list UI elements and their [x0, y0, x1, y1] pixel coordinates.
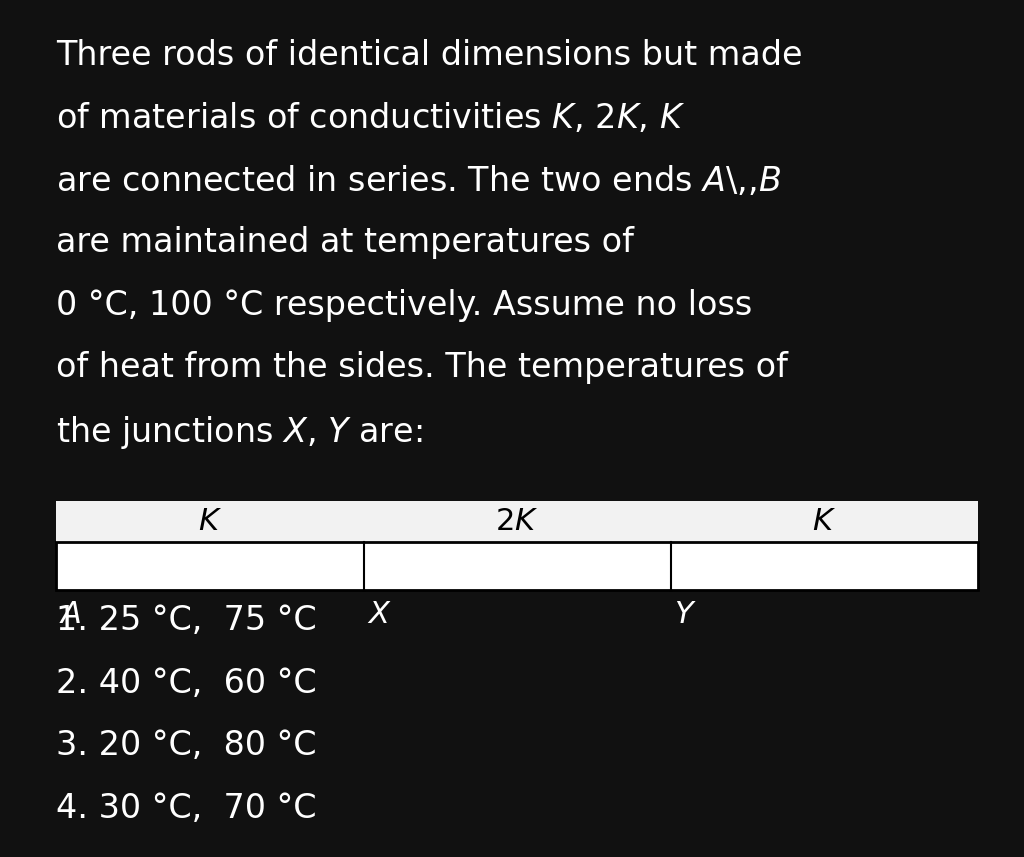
Text: 1. 25 °C,  75 °C: 1. 25 °C, 75 °C — [56, 604, 317, 638]
Text: of materials of conductivities $\mathit{K}$, $2\mathit{K}$, $\mathit{K}$: of materials of conductivities $\mathit{… — [56, 101, 686, 135]
Text: are connected in series. The two ends $\mathit{A}$\,,$\mathit{B}$: are connected in series. The two ends $\… — [56, 164, 781, 198]
Text: Three rods of identical dimensions but made: Three rods of identical dimensions but m… — [56, 39, 803, 72]
Text: $2\mathit{K}$: $2\mathit{K}$ — [496, 507, 539, 536]
Text: 4. 30 °C,  70 °C: 4. 30 °C, 70 °C — [56, 792, 316, 825]
Text: 0 °C, 100 °C respectively. Assume no loss: 0 °C, 100 °C respectively. Assume no los… — [56, 289, 753, 322]
Text: are maintained at temperatures of: are maintained at temperatures of — [56, 226, 634, 260]
Text: $\mathit{K}$: $\mathit{K}$ — [198, 507, 222, 536]
Text: $\mathit{K}$: $\mathit{K}$ — [812, 507, 837, 536]
Text: $\mathit{X}$: $\mathit{X}$ — [367, 600, 391, 629]
Bar — [56, 542, 978, 590]
Text: $\mathit{Y}$: $\mathit{Y}$ — [674, 600, 696, 629]
Text: $\mathit{A}$: $\mathit{A}$ — [59, 600, 82, 629]
Text: of heat from the sides. The temperatures of: of heat from the sides. The temperatures… — [56, 351, 788, 385]
Bar — [56, 501, 978, 590]
Text: 2. 40 °C,  60 °C: 2. 40 °C, 60 °C — [56, 667, 317, 700]
Text: 3. 20 °C,  80 °C: 3. 20 °C, 80 °C — [56, 729, 316, 763]
Text: the junctions $\mathit{X}$, $\mathit{Y}$ are:: the junctions $\mathit{X}$, $\mathit{Y}$… — [56, 414, 423, 451]
